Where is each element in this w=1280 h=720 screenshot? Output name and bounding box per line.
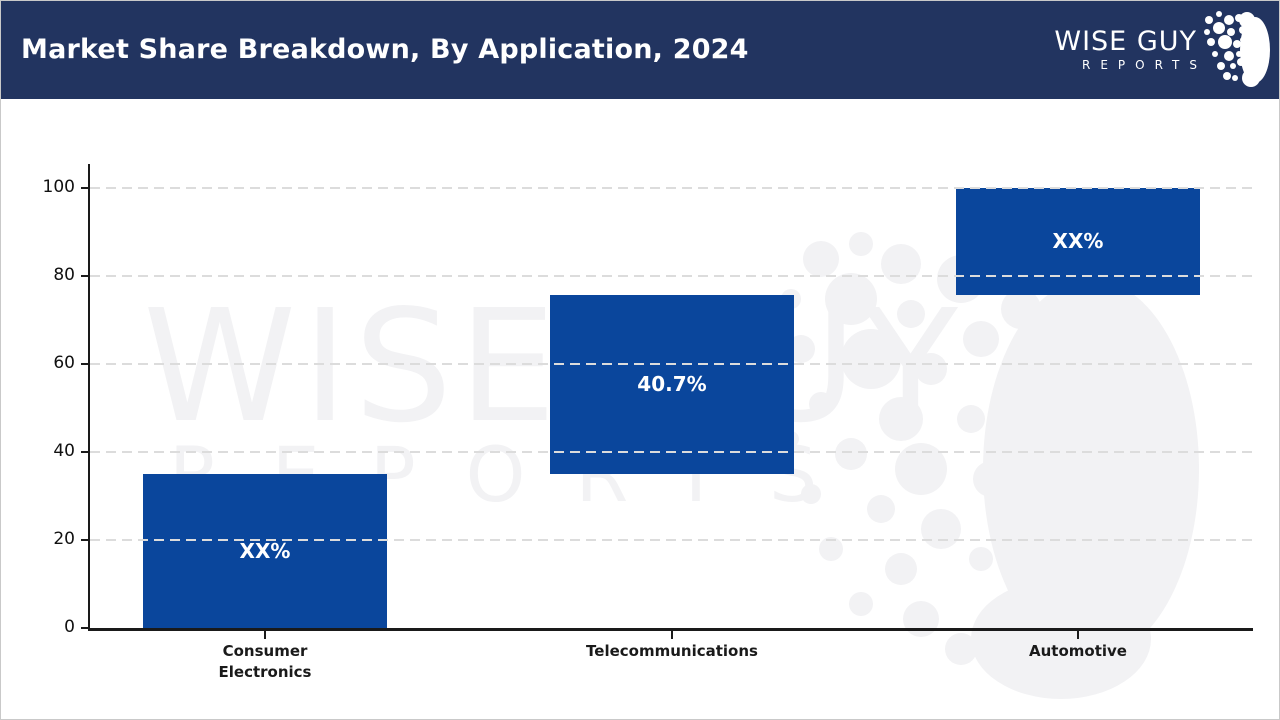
gridline-20	[90, 539, 1253, 541]
page-title: Market Share Breakdown, By Application, …	[21, 34, 749, 65]
y-axis-tick-label: 60	[53, 353, 75, 373]
y-axis-tick-label: 100	[42, 177, 75, 197]
gridline-100	[90, 187, 1253, 189]
bar-automotive: XX%	[956, 188, 1200, 295]
x-axis-tick	[1077, 631, 1079, 639]
y-axis-tick-label: 20	[53, 529, 75, 549]
logo-wordmark: WISE GUY	[1054, 26, 1197, 57]
y-axis-tick	[81, 187, 89, 189]
bar-chart-canvas: WISE GUY REPORTS 020406080100XX%Consumer…	[1, 99, 1279, 719]
gridline-40	[90, 451, 1253, 453]
y-axis-line	[88, 164, 90, 631]
category-label: Telecommunications	[586, 642, 758, 660]
y-axis-tick	[81, 451, 89, 453]
y-axis-tick-label: 40	[53, 441, 75, 461]
y-axis-tick	[81, 539, 89, 541]
y-axis-tick	[81, 363, 89, 365]
y-axis-tick	[81, 627, 89, 629]
category-label: Consumer Electronics	[218, 642, 312, 681]
dotted-head-icon	[1204, 11, 1270, 87]
gridline-60	[90, 363, 1253, 365]
y-axis-tick-label: 0	[64, 617, 75, 637]
bar-value-label: 40.7%	[637, 372, 707, 397]
y-axis-tick	[81, 275, 89, 277]
y-axis-tick-label: 80	[53, 265, 75, 285]
logo-text: WISE GUY REPORTS	[1054, 27, 1197, 73]
x-axis-tick	[264, 631, 266, 639]
bar-value-label: XX%	[239, 539, 291, 563]
x-axis-tick	[671, 631, 673, 639]
header-banner: Market Share Breakdown, By Application, …	[1, 1, 1279, 99]
gridline-80	[90, 275, 1253, 277]
category-label: Automotive	[1029, 642, 1127, 660]
watermark-head-icon	[781, 232, 1199, 699]
bar-consumer-electronics: XX%	[143, 474, 387, 628]
bar-value-label: XX%	[1052, 229, 1104, 254]
x-axis-line	[88, 628, 1253, 631]
wise-guy-reports-logo: WISE GUY REPORTS	[1054, 7, 1271, 93]
logo-subtitle: REPORTS	[1081, 58, 1207, 72]
bar-telecommunications: 40.7%	[550, 294, 794, 474]
